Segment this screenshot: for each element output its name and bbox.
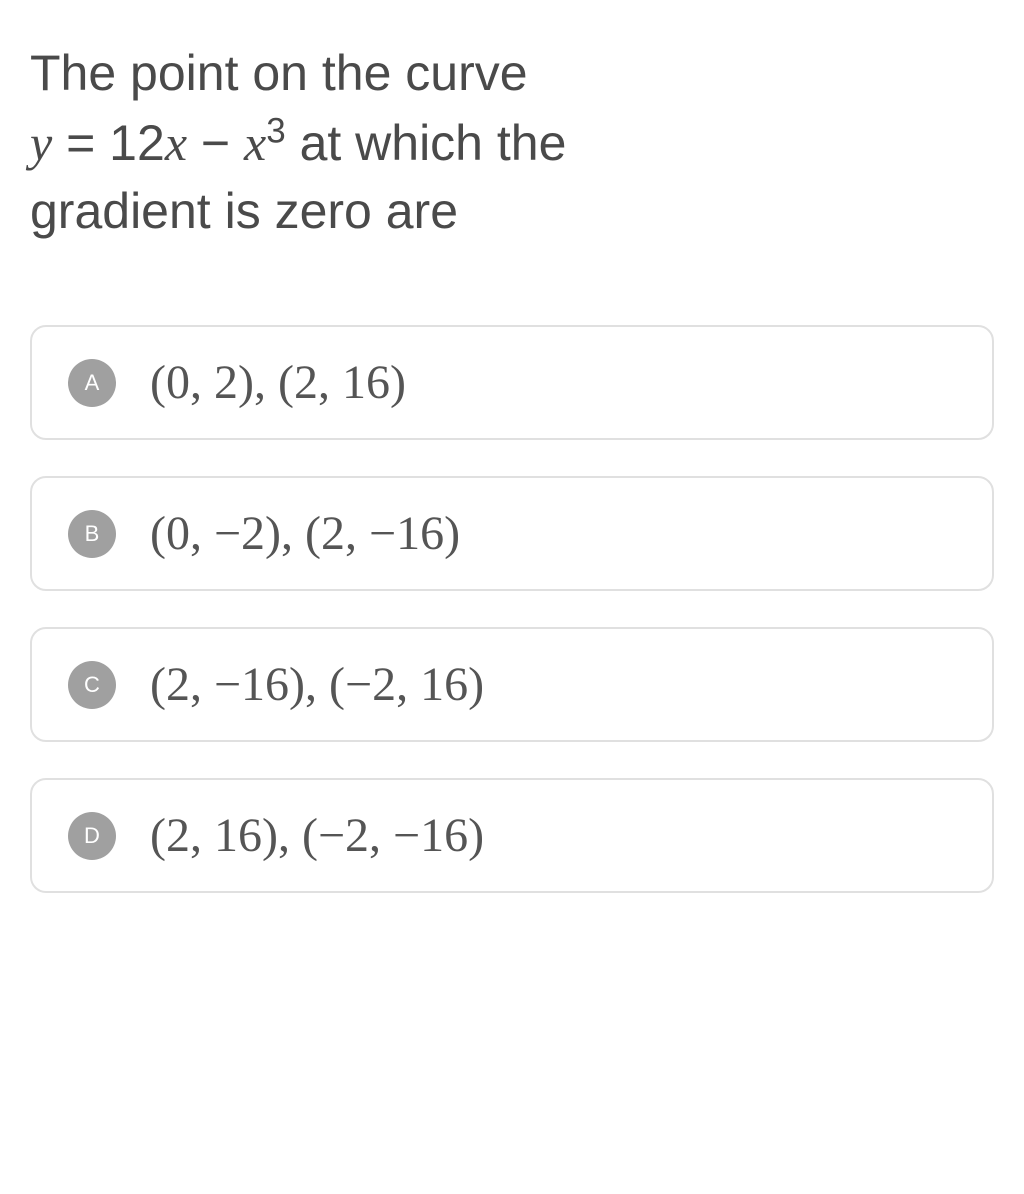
options-list: A (0, 2), (2, 16) B (0, −2), (2, −16) C … xyxy=(30,325,994,893)
question-line3: gradient is zero are xyxy=(30,183,458,239)
question-line1: The point on the curve xyxy=(30,45,528,101)
option-d[interactable]: D (2, 16), (−2, −16) xyxy=(30,778,994,893)
option-text-c: (2, −16), (−2, 16) xyxy=(150,657,484,712)
question-equation: y = 12x − x3 at which the xyxy=(30,115,566,171)
option-badge-d: D xyxy=(68,812,116,860)
option-badge-b: B xyxy=(68,510,116,558)
option-badge-a: A xyxy=(68,359,116,407)
question-text: The point on the curve y = 12x − x3 at w… xyxy=(30,40,994,245)
option-text-b: (0, −2), (2, −16) xyxy=(150,506,460,561)
option-c[interactable]: C (2, −16), (−2, 16) xyxy=(30,627,994,742)
option-a[interactable]: A (0, 2), (2, 16) xyxy=(30,325,994,440)
option-text-d: (2, 16), (−2, −16) xyxy=(150,808,484,863)
option-badge-c: C xyxy=(68,661,116,709)
option-b[interactable]: B (0, −2), (2, −16) xyxy=(30,476,994,591)
option-text-a: (0, 2), (2, 16) xyxy=(150,355,406,410)
